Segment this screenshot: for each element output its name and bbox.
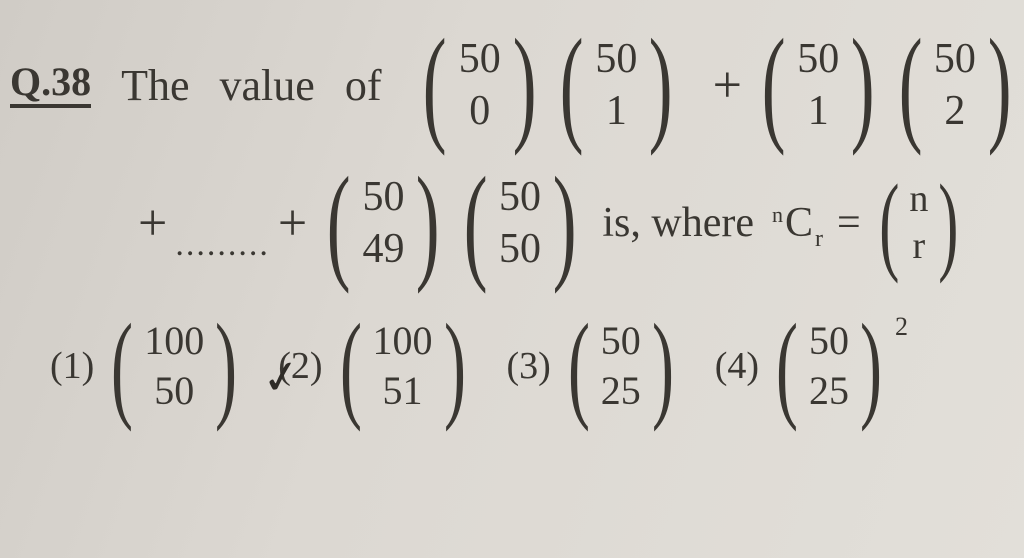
- option-3[interactable]: (3) ( 50 25 ): [507, 306, 685, 426]
- paren-right: ): [513, 20, 537, 150]
- binom-stack: 50 2: [932, 20, 978, 150]
- binom-bot: r: [912, 223, 925, 271]
- binom-stack: 50 49: [360, 158, 406, 288]
- paren-right: ): [652, 306, 674, 426]
- paren-right: ): [860, 306, 882, 426]
- paren-right: ): [939, 168, 959, 278]
- binom-top: 100: [373, 316, 433, 366]
- binom-bot: 2: [944, 85, 965, 138]
- word-of: of: [345, 60, 382, 111]
- paren-right: ): [553, 158, 577, 288]
- plus-2: +: [138, 194, 167, 253]
- binom-bot: 1: [606, 85, 627, 138]
- word-is-where: is, where: [602, 199, 754, 247]
- binom-stack: 50 50: [497, 158, 543, 288]
- binom-bot: 25: [601, 366, 641, 416]
- binom-bot: 50: [499, 223, 541, 276]
- binom-bot: 51: [383, 366, 423, 416]
- binom-top: 50: [362, 171, 404, 224]
- binom-top: 100: [144, 316, 204, 366]
- binom-stack: n r: [907, 168, 930, 278]
- binom-ncr: ( n r ): [871, 168, 967, 278]
- ncr-notation: n C r: [772, 199, 823, 247]
- paren-left: (: [463, 158, 487, 288]
- option-2-binom: ( 100 51 ): [331, 306, 475, 426]
- binom-stack: 50 25: [599, 306, 643, 426]
- binom-top: 50: [499, 171, 541, 224]
- binom-stack: 100 50: [142, 306, 206, 426]
- word-value: value: [220, 60, 315, 111]
- binom-top: 50: [797, 33, 839, 86]
- binom-stack: 50 1: [593, 20, 639, 150]
- paren-left: (: [111, 306, 133, 426]
- binom-top: 50: [809, 316, 849, 366]
- question-number: Q.38: [10, 62, 91, 108]
- binom-bot: 0: [469, 85, 490, 138]
- binom-stack: 50 0: [457, 20, 503, 150]
- option-1[interactable]: (1) ( 100 50 ): [50, 306, 248, 426]
- binom-stack: 100 51: [371, 306, 435, 426]
- paren-left: (: [327, 158, 351, 288]
- option-1-label: (1): [50, 344, 94, 388]
- paren-right: ): [215, 306, 237, 426]
- binom-term-3a: ( 50 49 ): [317, 158, 450, 288]
- binom-bot: 49: [362, 223, 404, 276]
- plus-3: +: [278, 194, 307, 253]
- ncr-sub: r: [815, 226, 823, 253]
- binom-bot: 50: [154, 366, 194, 416]
- binom-top: 50: [601, 316, 641, 366]
- ncr-c: C: [785, 199, 813, 247]
- question-line-1: Q.38 The value of ( 50 0 ) ( 50 1 ) + ( …: [10, 20, 994, 150]
- paren-left: (: [568, 306, 590, 426]
- binom-term-3b: ( 50 50 ): [454, 158, 587, 288]
- page: Q.38 The value of ( 50 0 ) ( 50 1 ) + ( …: [0, 0, 1024, 558]
- paren-left: (: [898, 20, 922, 150]
- paren-right: ): [851, 20, 875, 150]
- plus-1: +: [713, 56, 742, 115]
- binom-stack: 50 25: [807, 306, 851, 426]
- paren-left: (: [762, 20, 786, 150]
- binom-term-2a: ( 50 1 ): [752, 20, 885, 150]
- paren-right: ): [649, 20, 673, 150]
- binom-term-2b: ( 50 2 ): [889, 20, 1022, 150]
- ncr-sup: n: [772, 202, 783, 228]
- options-row: (1) ( 100 50 ) ✓ (2) ( 100 51 ): [10, 306, 994, 426]
- paren-left: (: [879, 168, 899, 278]
- option-3-label: (3): [507, 344, 551, 388]
- option-4[interactable]: (4) ( 50 25 ) 2: [715, 306, 908, 426]
- binom-top: n: [909, 176, 928, 224]
- option-2[interactable]: ✓ (2) ( 100 51 ): [278, 306, 476, 426]
- option-4-label: (4): [715, 344, 759, 388]
- paren-left: (: [560, 20, 584, 150]
- dots: .........: [175, 226, 270, 264]
- binom-top: 50: [595, 33, 637, 86]
- word-the: The: [121, 60, 189, 111]
- option-4-binom: ( 50 25 ): [767, 306, 891, 426]
- paren-right: ): [444, 306, 466, 426]
- paren-right: ): [416, 158, 440, 288]
- eq: =: [837, 199, 861, 247]
- binom-bot: 25: [809, 366, 849, 416]
- option-4-power: 2: [895, 312, 908, 342]
- binom-top: 50: [934, 33, 976, 86]
- binom-stack: 50 1: [795, 20, 841, 150]
- paren-left: (: [423, 20, 447, 150]
- option-3-binom: ( 50 25 ): [559, 306, 683, 426]
- binom-term-1a: ( 50 0 ): [413, 20, 546, 150]
- paren-left: (: [340, 306, 362, 426]
- paren-left: (: [776, 306, 798, 426]
- tick-mark-icon: ✓: [259, 348, 305, 407]
- binom-bot: 1: [808, 85, 829, 138]
- binom-top: 50: [459, 33, 501, 86]
- binom-term-1b: ( 50 1 ): [550, 20, 683, 150]
- paren-right: ): [988, 20, 1012, 150]
- question-line-2: + ......... + ( 50 49 ) ( 50 50 ) is, wh…: [10, 158, 994, 288]
- option-1-binom: ( 100 50 ): [102, 306, 246, 426]
